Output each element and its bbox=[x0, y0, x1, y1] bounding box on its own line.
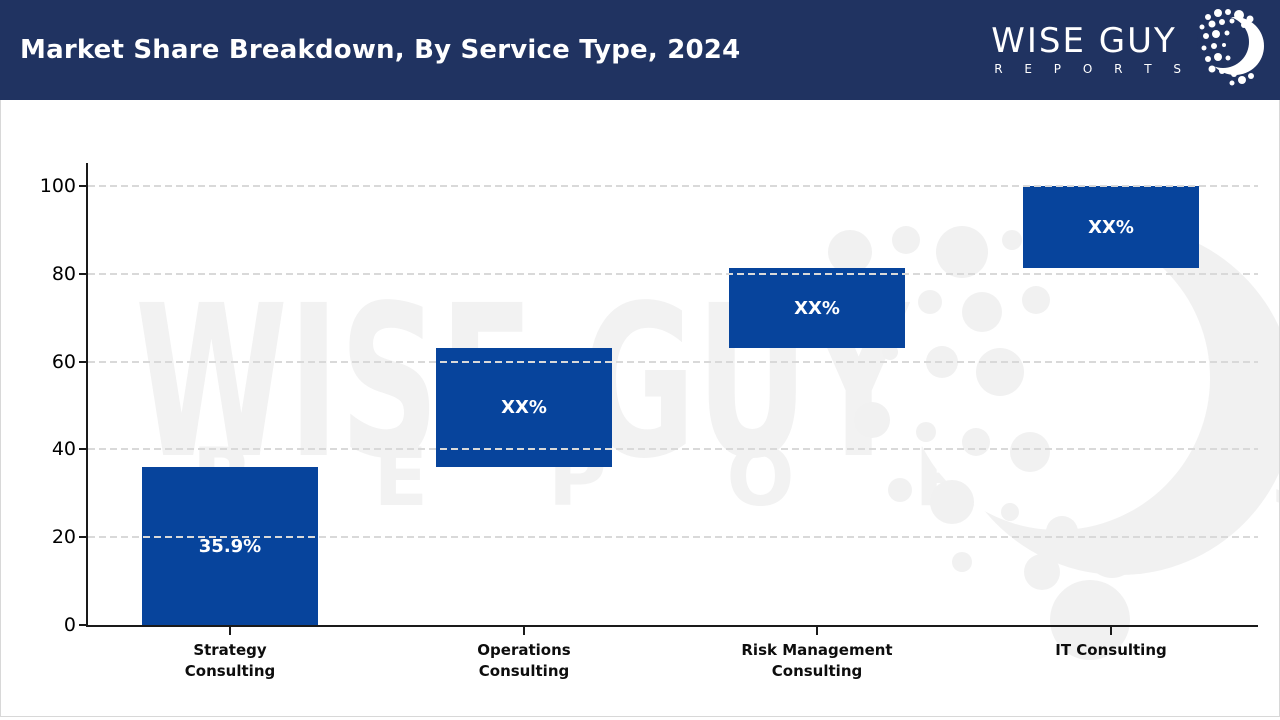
category-label-risk-management: Risk Management Consulting bbox=[741, 641, 893, 680]
logo-head-icon bbox=[1197, 9, 1264, 86]
gridline-100 bbox=[88, 185, 1258, 187]
logo-subtitle: R E P O R T S bbox=[994, 62, 1190, 76]
y-tick-mark-20 bbox=[79, 536, 88, 539]
x-axis-line bbox=[86, 625, 1258, 627]
wise-guy-logo: WISE GUY R E P O R T S bbox=[991, 8, 1280, 92]
bar-value-label: XX% bbox=[501, 397, 547, 419]
y-tick-mark-0 bbox=[79, 624, 88, 626]
bar-value-label: XX% bbox=[794, 297, 840, 319]
x-tick-mark-3 bbox=[816, 627, 818, 635]
bar-value-label: XX% bbox=[1088, 216, 1134, 238]
gridline-60 bbox=[88, 360, 1258, 363]
y-tick-mark-40 bbox=[79, 448, 88, 451]
y-tick-label-20: 20 bbox=[51, 526, 76, 549]
category-label-strategy: Strategy Consulting bbox=[184, 641, 276, 680]
x-tick-mark-4 bbox=[1110, 627, 1112, 635]
bar-strategy-consulting: 35.9% bbox=[142, 467, 318, 625]
gridline-80 bbox=[88, 272, 1258, 275]
logo-text: WISE GUY R E P O R T S bbox=[991, 24, 1190, 76]
category-label-operations: Operations Consulting bbox=[477, 641, 571, 680]
page-title: Market Share Breakdown, By Service Type,… bbox=[20, 35, 741, 65]
y-axis-line bbox=[86, 163, 88, 627]
x-tick-mark-1 bbox=[229, 627, 231, 635]
category-label-it-consulting: IT Consulting bbox=[1055, 641, 1167, 659]
y-tick-label-80: 80 bbox=[51, 262, 76, 285]
gridline-40 bbox=[88, 448, 1258, 451]
bar-operations-consulting: XX% bbox=[436, 348, 612, 468]
y-tick-mark-80 bbox=[79, 272, 88, 275]
header: Market Share Breakdown, By Service Type,… bbox=[0, 0, 1280, 100]
bar-value-label: 35.9% bbox=[198, 535, 262, 557]
y-tick-label-40: 40 bbox=[51, 438, 76, 461]
y-tick-label-100: 100 bbox=[39, 175, 76, 197]
gridline-20 bbox=[88, 536, 1258, 539]
y-tick-label-60: 60 bbox=[51, 350, 76, 373]
y-tick-label-0: 0 bbox=[63, 614, 76, 636]
logo-name: WISE GUY bbox=[991, 21, 1177, 61]
bar-risk-management-consulting: XX% bbox=[729, 268, 905, 349]
y-tick-mark-100 bbox=[79, 185, 88, 187]
x-tick-mark-2 bbox=[523, 627, 525, 635]
y-tick-mark-60 bbox=[79, 360, 88, 363]
bar-it-consulting: XX% bbox=[1023, 186, 1199, 269]
